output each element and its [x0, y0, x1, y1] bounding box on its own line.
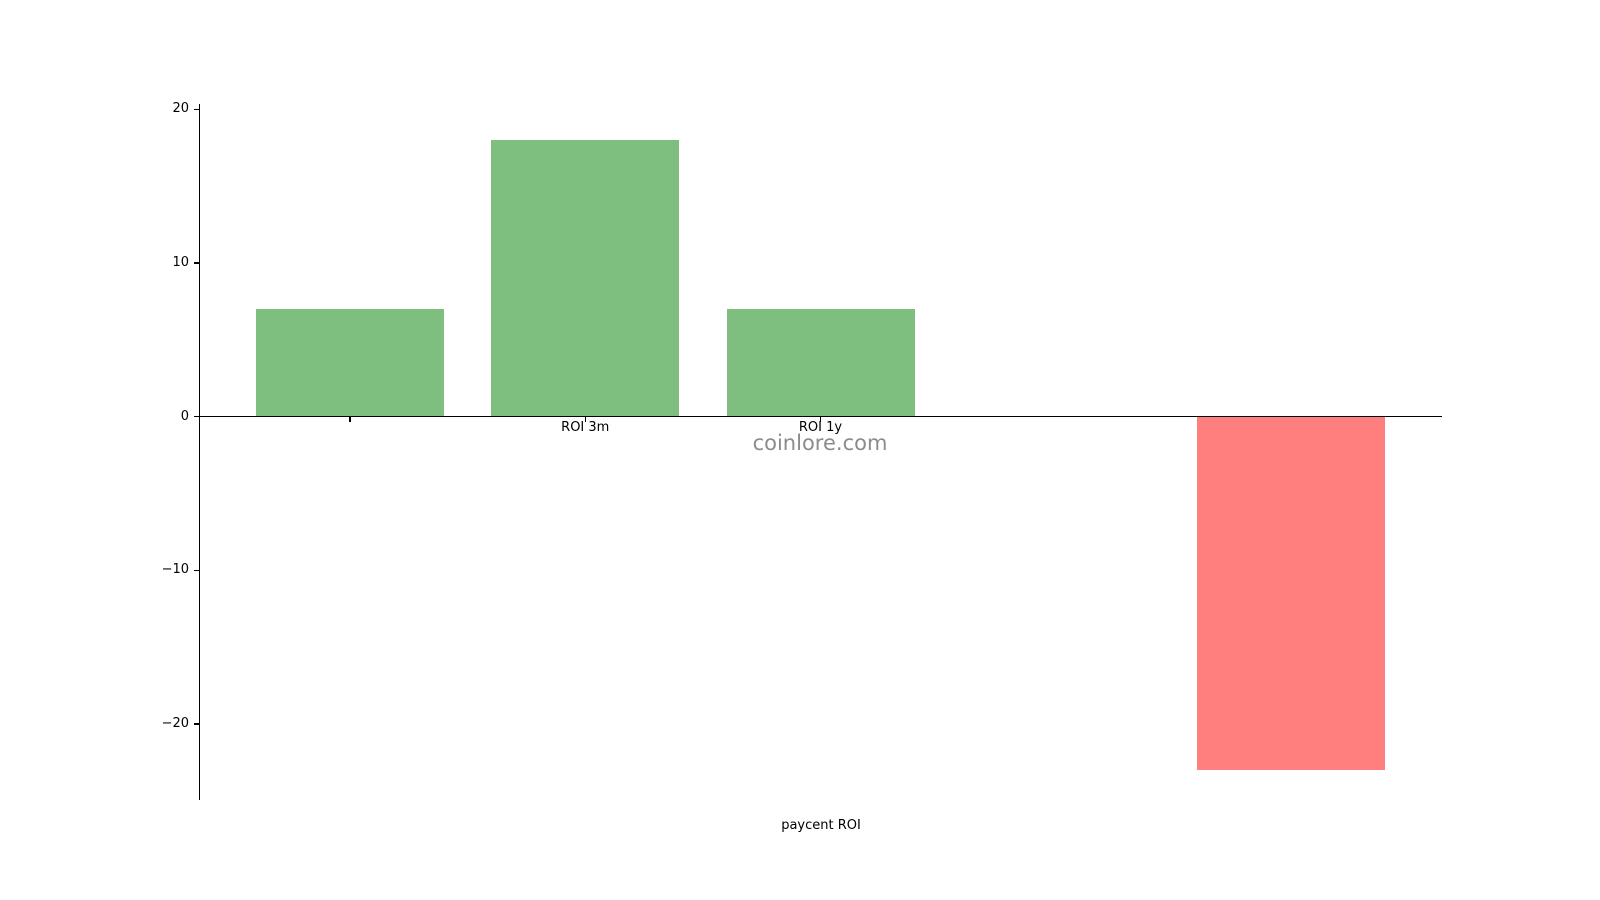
y-tick-label: 20 — [172, 101, 189, 117]
bar-category-1 — [256, 309, 444, 417]
y-tick-label: −20 — [161, 715, 189, 731]
y-tick-mark — [193, 416, 199, 418]
y-tick-label: 0 — [180, 408, 189, 424]
x-axis-zero-line — [199, 416, 1442, 418]
bar-category-5 — [1197, 416, 1385, 771]
x-tick-label: ROI 3m — [561, 420, 610, 435]
x-tick-mark — [584, 417, 586, 422]
y-tick-mark — [193, 569, 199, 571]
y-axis-line — [199, 104, 201, 800]
y-tick-mark — [193, 262, 199, 264]
bar-roi-1y — [726, 309, 915, 417]
y-tick-label: 10 — [172, 255, 189, 271]
y-tick-label: −10 — [161, 562, 189, 578]
y-tick-mark — [193, 108, 199, 111]
watermark-text: coinlore.com — [752, 431, 888, 455]
y-tick-mark — [193, 723, 199, 725]
x-tick-mark — [819, 417, 822, 422]
bar-roi-3m — [491, 140, 680, 417]
x-tick-label: ROI 1y — [798, 420, 843, 435]
x-axis-title: paycent ROI — [781, 818, 861, 833]
x-tick-mark — [349, 417, 351, 422]
